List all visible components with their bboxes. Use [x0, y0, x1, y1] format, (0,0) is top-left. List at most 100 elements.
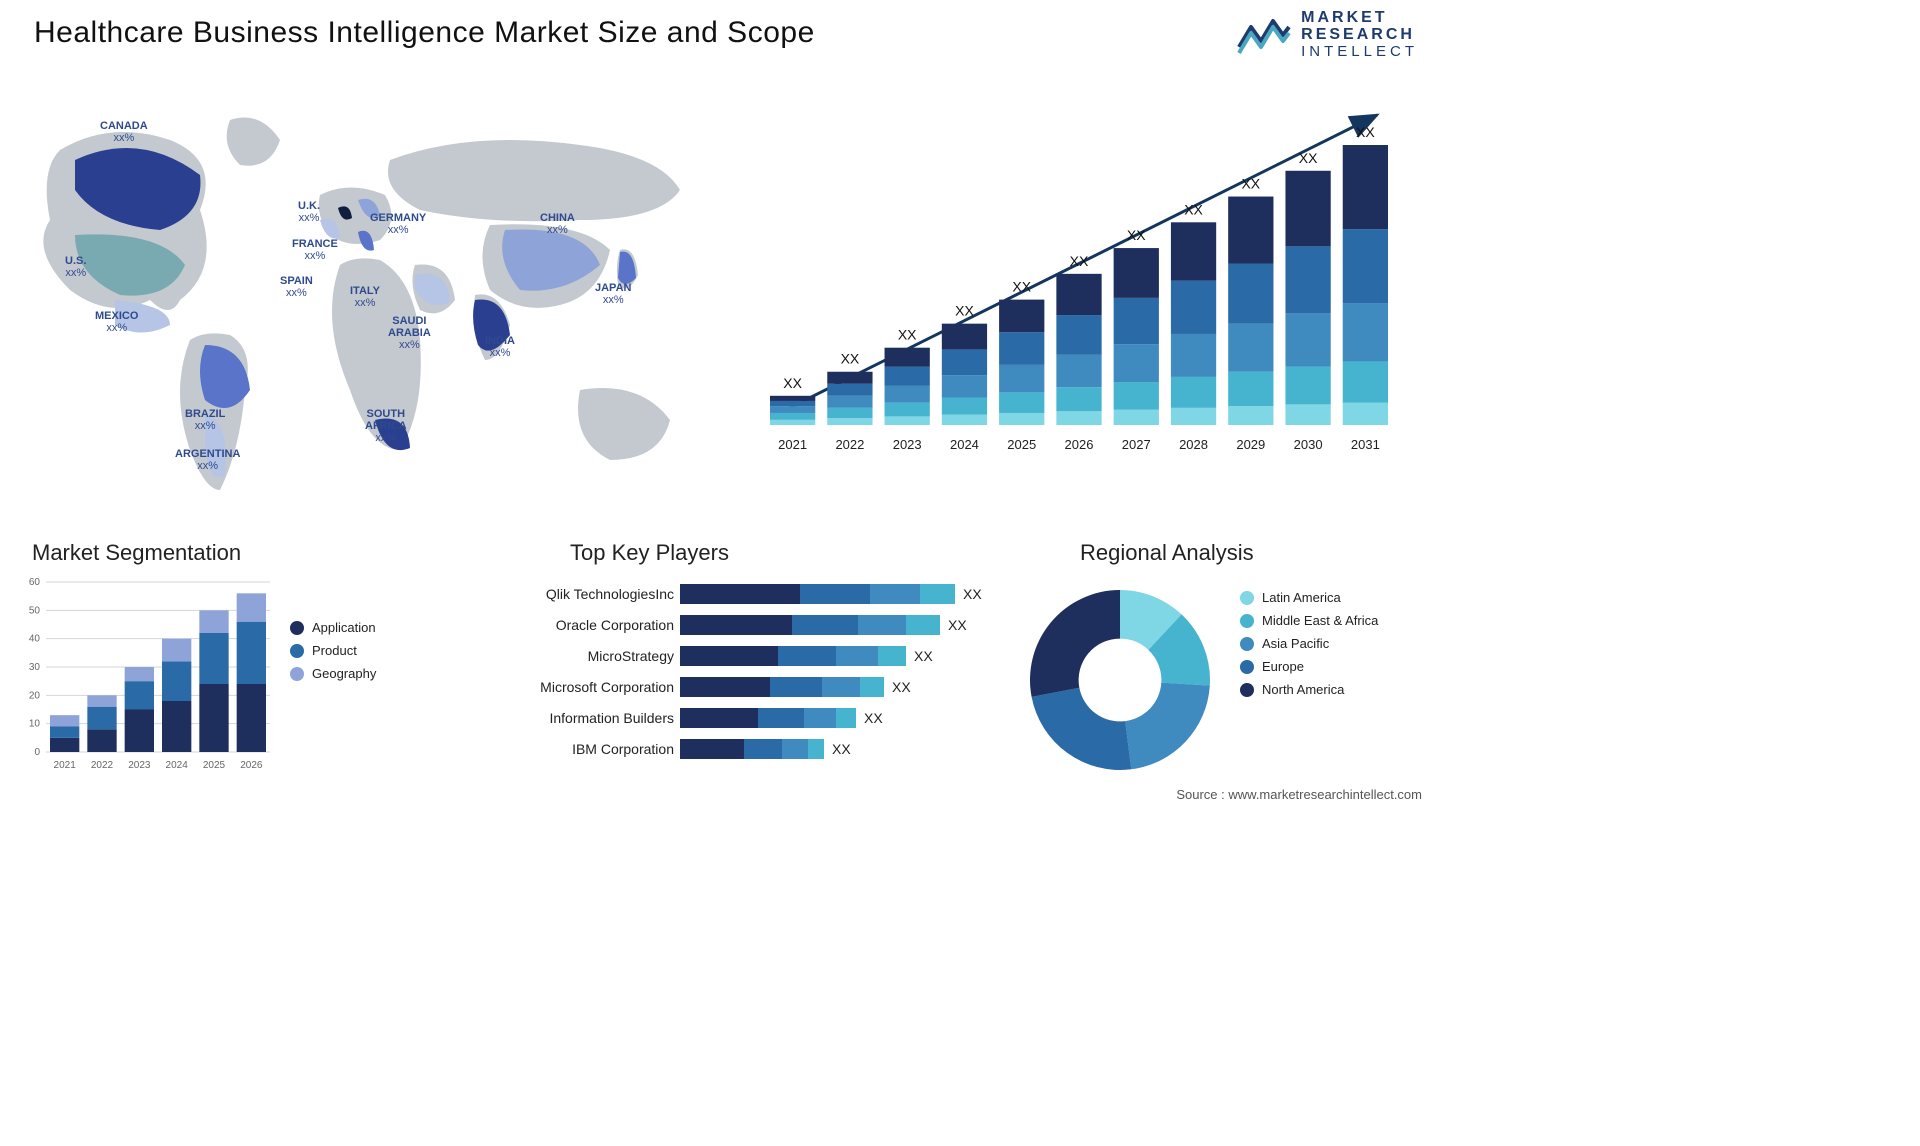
- svg-text:0: 0: [34, 747, 40, 758]
- svg-text:2029: 2029: [1236, 437, 1265, 452]
- map-label: SAUDIARABIAxx%: [388, 315, 431, 351]
- player-label: Oracle Corporation: [500, 617, 680, 633]
- player-bar: [680, 584, 955, 604]
- svg-text:XX: XX: [1299, 150, 1318, 166]
- svg-text:30: 30: [29, 662, 41, 673]
- segmentation-title: Market Segmentation: [32, 540, 241, 566]
- svg-text:2026: 2026: [1065, 437, 1094, 452]
- player-row: Information Builders XX: [500, 704, 1000, 732]
- svg-text:50: 50: [29, 605, 41, 616]
- logo-mark-icon: [1237, 13, 1291, 57]
- map-label: FRANCExx%: [292, 238, 338, 262]
- player-label: Information Builders: [500, 710, 680, 726]
- player-value: XX: [963, 586, 982, 602]
- svg-text:2023: 2023: [893, 437, 922, 452]
- map-label: MEXICOxx%: [95, 310, 138, 334]
- svg-text:20: 20: [29, 690, 41, 701]
- player-bar: [680, 708, 856, 728]
- player-value: XX: [948, 617, 967, 633]
- logo-text-3: INTELLECT: [1301, 44, 1418, 60]
- segmentation-legend: Application Product Geography: [290, 620, 376, 689]
- svg-text:XX: XX: [1356, 124, 1375, 140]
- players-panel: Top Key Players Qlik TechnologiesIncXXOr…: [500, 540, 1000, 800]
- regional-donut-chart: [1020, 580, 1220, 780]
- brand-logo: MARKET RESEARCH INTELLECT: [1237, 10, 1418, 59]
- segmentation-panel: Market Segmentation 0 10 20 30 40 50 60 2021 202…: [20, 540, 460, 800]
- legend-item: Product: [290, 643, 376, 658]
- player-label: Qlik TechnologiesInc: [500, 586, 680, 602]
- map-label: U.S.xx%: [65, 255, 86, 279]
- map-label: CANADAxx%: [100, 120, 148, 144]
- player-row: Qlik TechnologiesInc XX: [500, 580, 1000, 608]
- svg-text:2023: 2023: [128, 760, 151, 771]
- player-label: MicroStrategy: [500, 648, 680, 664]
- svg-text:60: 60: [29, 577, 41, 588]
- player-row: Microsoft Corporation XX: [500, 673, 1000, 701]
- svg-text:2031: 2031: [1351, 437, 1380, 452]
- map-label: GERMANYxx%: [370, 212, 426, 236]
- legend-item: Middle East & Africa: [1240, 613, 1378, 628]
- svg-text:XX: XX: [1012, 279, 1031, 295]
- svg-text:10: 10: [29, 719, 41, 730]
- player-row: Oracle Corporation XX: [500, 611, 1000, 639]
- legend-item: Latin America: [1240, 590, 1378, 605]
- player-row: MicroStrategy XX: [500, 642, 1000, 670]
- player-value: XX: [892, 679, 911, 695]
- legend-item: Geography: [290, 666, 376, 681]
- player-value: XX: [914, 648, 933, 664]
- svg-text:2030: 2030: [1294, 437, 1323, 452]
- svg-text:XX: XX: [898, 327, 917, 343]
- map-label: ARGENTINAxx%: [175, 448, 240, 472]
- player-bar: [680, 739, 824, 759]
- svg-text:2026: 2026: [240, 760, 263, 771]
- map-label: JAPANxx%: [595, 282, 631, 306]
- map-label: BRAZILxx%: [185, 408, 225, 432]
- forecast-chart-panel: XX2021XX2022XX2023XX2024XX2025XX2026XX20…: [760, 95, 1420, 495]
- logo-text-2: RESEARCH: [1301, 27, 1418, 44]
- svg-text:2024: 2024: [166, 760, 189, 771]
- svg-text:XX: XX: [1070, 253, 1089, 269]
- legend-item: North America: [1240, 682, 1378, 697]
- svg-text:XX: XX: [1241, 176, 1260, 192]
- source-text: Source : www.marketresearchintellect.com: [1176, 787, 1422, 802]
- svg-text:XX: XX: [841, 351, 860, 367]
- regional-panel: Regional Analysis Latin AmericaMiddle Ea…: [1020, 540, 1440, 800]
- player-bar: [680, 615, 940, 635]
- map-label: SOUTHAFRICAxx%: [365, 408, 407, 444]
- map-label: U.K.xx%: [298, 200, 320, 224]
- svg-text:2024: 2024: [950, 437, 979, 452]
- player-label: IBM Corporation: [500, 741, 680, 757]
- legend-item: Europe: [1240, 659, 1378, 674]
- world-map-panel: CANADAxx% U.S.xx% MEXICOxx% BRAZILxx% ARGENT…: [20, 90, 720, 510]
- player-bar: [680, 646, 906, 666]
- svg-text:XX: XX: [1127, 227, 1146, 243]
- svg-text:40: 40: [29, 634, 41, 645]
- player-label: Microsoft Corporation: [500, 679, 680, 695]
- svg-text:2027: 2027: [1122, 437, 1151, 452]
- legend-item: Application: [290, 620, 376, 635]
- logo-text-1: MARKET: [1301, 10, 1418, 27]
- svg-text:XX: XX: [783, 375, 802, 391]
- segmentation-stacked-bar-chart: 0 10 20 30 40 50 60 2021 2022 2023 2024 2025 2026: [20, 574, 280, 794]
- svg-text:XX: XX: [955, 303, 974, 319]
- player-value: XX: [864, 710, 883, 726]
- legend-item: Asia Pacific: [1240, 636, 1378, 651]
- map-label: INDIAxx%: [485, 335, 515, 359]
- svg-text:2021: 2021: [54, 760, 77, 771]
- svg-text:2022: 2022: [91, 760, 114, 771]
- player-value: XX: [832, 741, 851, 757]
- svg-text:2025: 2025: [203, 760, 226, 771]
- map-label: CHINAxx%: [540, 212, 575, 236]
- map-label: ITALYxx%: [350, 285, 380, 309]
- svg-text:2028: 2028: [1179, 437, 1208, 452]
- player-bar: [680, 677, 884, 697]
- svg-text:XX: XX: [1184, 201, 1203, 217]
- regional-legend: Latin America Middle East & Africa Asia Pa…: [1240, 590, 1378, 705]
- svg-text:2021: 2021: [778, 437, 807, 452]
- players-title: Top Key Players: [570, 540, 729, 566]
- players-hbar-chart: Qlik TechnologiesIncXXOracle Corporation…: [500, 580, 1000, 766]
- player-row: IBM Corporation XX: [500, 735, 1000, 763]
- map-label: SPAINxx%: [280, 275, 313, 299]
- svg-text:2025: 2025: [1007, 437, 1036, 452]
- forecast-stacked-bar-chart: XX2021XX2022XX2023XX2024XX2025XX2026XX20…: [760, 95, 1420, 495]
